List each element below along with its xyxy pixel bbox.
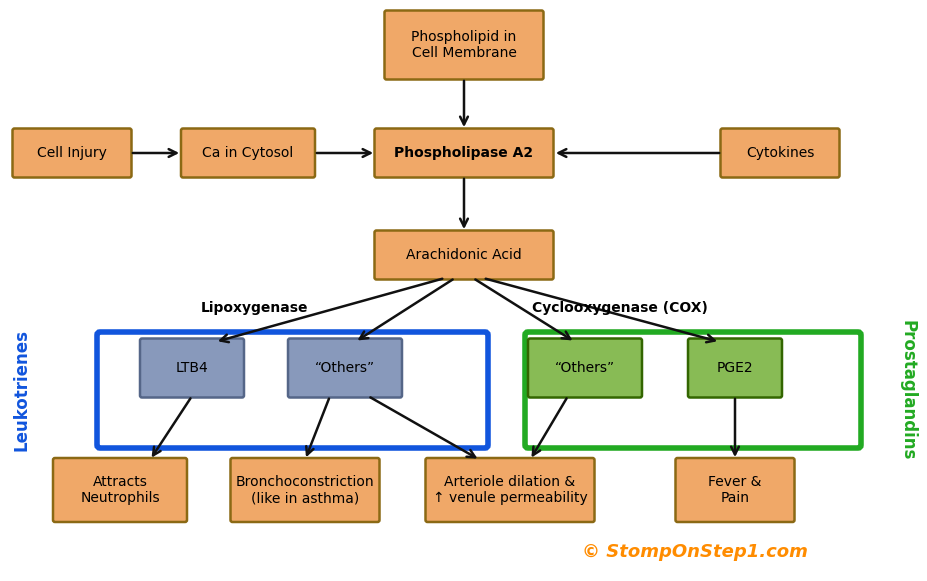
FancyBboxPatch shape xyxy=(425,458,594,522)
Text: Arteriole dilation &
↑ venule permeability: Arteriole dilation & ↑ venule permeabili… xyxy=(432,475,587,505)
Text: Arachidonic Acid: Arachidonic Acid xyxy=(406,248,521,262)
Text: Cell Injury: Cell Injury xyxy=(37,146,107,160)
FancyBboxPatch shape xyxy=(230,458,379,522)
Text: Prostaglandins: Prostaglandins xyxy=(898,320,916,460)
Text: Cytokines: Cytokines xyxy=(745,146,813,160)
FancyBboxPatch shape xyxy=(384,10,543,80)
FancyBboxPatch shape xyxy=(53,458,187,522)
FancyBboxPatch shape xyxy=(675,458,794,522)
FancyBboxPatch shape xyxy=(375,231,552,279)
Text: LTB4: LTB4 xyxy=(175,361,209,375)
Text: Lipoxygenase: Lipoxygenase xyxy=(201,301,309,315)
Text: Bronchoconstriction
(like in asthma): Bronchoconstriction (like in asthma) xyxy=(235,475,374,505)
FancyBboxPatch shape xyxy=(527,339,641,397)
Text: PGE2: PGE2 xyxy=(716,361,753,375)
FancyBboxPatch shape xyxy=(375,128,552,178)
Text: Phospholipase A2: Phospholipase A2 xyxy=(394,146,533,160)
FancyBboxPatch shape xyxy=(687,339,781,397)
Text: Phospholipid in
Cell Membrane: Phospholipid in Cell Membrane xyxy=(411,30,516,60)
Text: Attracts
Neutrophils: Attracts Neutrophils xyxy=(80,475,159,505)
FancyBboxPatch shape xyxy=(140,339,244,397)
Text: “Others”: “Others” xyxy=(314,361,375,375)
FancyBboxPatch shape xyxy=(719,128,839,178)
Text: “Others”: “Others” xyxy=(554,361,615,375)
Text: Cyclooxygenase (COX): Cyclooxygenase (COX) xyxy=(531,301,707,315)
Text: Leukotrienes: Leukotrienes xyxy=(13,329,31,451)
Text: © StompOnStep1.com: © StompOnStep1.com xyxy=(581,543,807,561)
FancyBboxPatch shape xyxy=(181,128,314,178)
Text: Fever &
Pain: Fever & Pain xyxy=(707,475,761,505)
FancyBboxPatch shape xyxy=(287,339,401,397)
FancyBboxPatch shape xyxy=(12,128,132,178)
Text: Ca in Cytosol: Ca in Cytosol xyxy=(202,146,293,160)
